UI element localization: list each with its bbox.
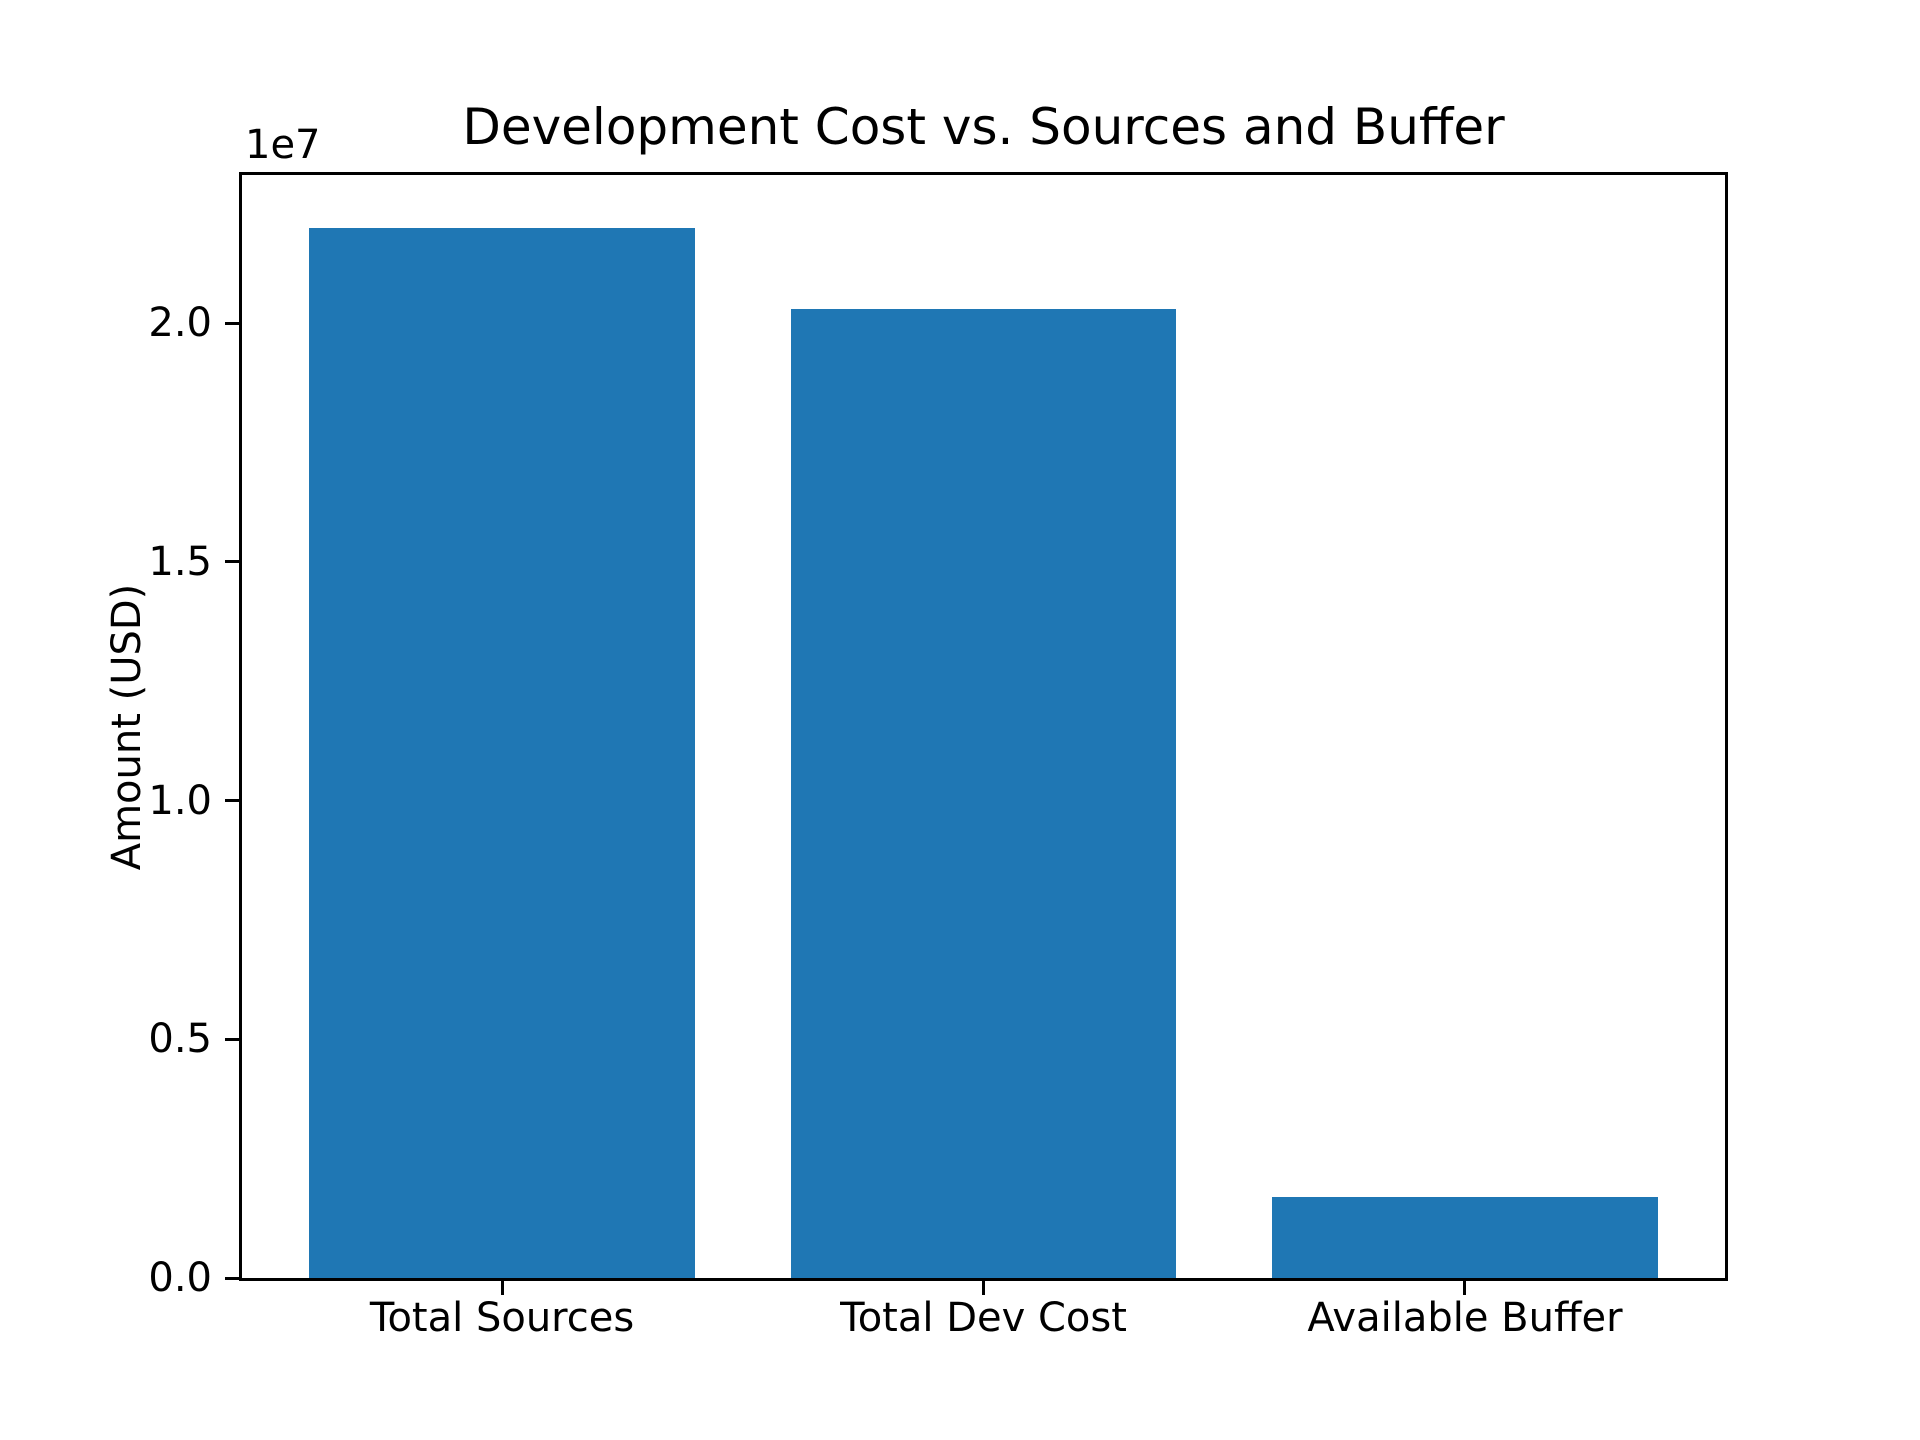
y-tick <box>225 560 239 564</box>
bar-total-sources <box>309 227 695 1278</box>
y-tick-label: 1.0 <box>148 777 212 824</box>
y-tick-label: 0.0 <box>148 1255 212 1301</box>
x-tick-label-available-buffer: Available Buffer <box>1307 1295 1623 1341</box>
x-tick <box>1463 1281 1467 1295</box>
x-tick-label-total-sources: Total Sources <box>369 1295 635 1341</box>
plot-area: 0.0 0.5 1.0 1.5 2.0 Total Sources Total Dev Co… <box>148 172 1728 1338</box>
y-tick <box>225 321 239 325</box>
y-tick-label: 1.5 <box>148 538 212 585</box>
y-tick-label: 0.5 <box>148 1016 212 1063</box>
y-tick-label: 2.0 <box>148 300 212 347</box>
bar-available-buffer <box>1272 1196 1658 1278</box>
y-tick <box>225 1037 239 1041</box>
x-tick-label-total-dev-cost: Total Dev Cost <box>840 1295 1127 1341</box>
x-tick <box>500 1281 504 1295</box>
bar-total-dev-cost <box>790 308 1177 1278</box>
y-axis-label: Amount (USD) <box>104 583 150 871</box>
y-axis-offset-label: 1e7 <box>245 122 321 168</box>
y-tick <box>225 1276 239 1280</box>
x-tick <box>982 1281 985 1295</box>
y-tick <box>225 799 239 802</box>
chart-title: Development Cost vs. Sources and Buffer <box>462 98 1505 156</box>
